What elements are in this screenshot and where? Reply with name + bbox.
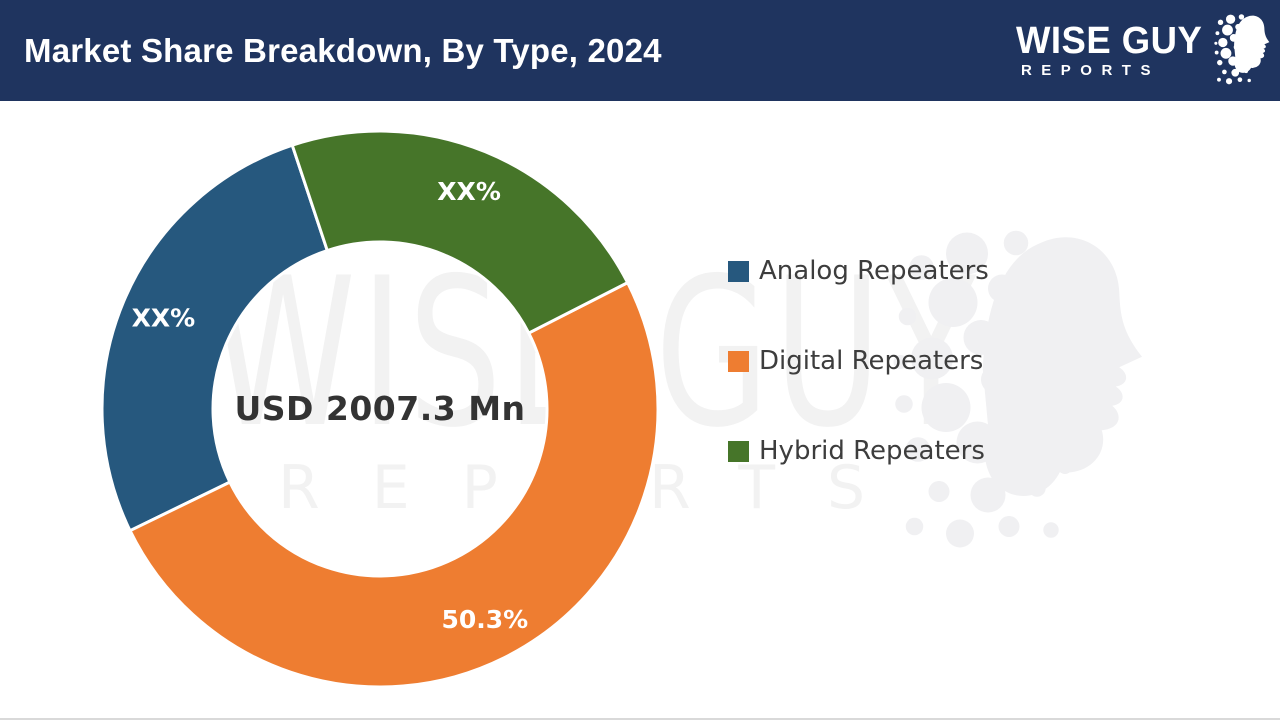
pie-slice-hybrid-repeaters [290,129,630,335]
logo-wordmark: WISE GUY [1015,20,1203,62]
slice-label: XX% [437,177,501,206]
header: Market Share Breakdown, By Type, 2024 WI… [0,0,1280,101]
chart-center-value: USD 2007.3 Mn [234,389,526,428]
legend-swatch [728,260,749,282]
legend-item-digital-repeaters: Digital Repeaters [728,346,989,376]
legend-label: Hybrid Repeaters [759,436,985,466]
legend-item-hybrid-repeaters: Hybrid Repeaters [728,436,989,466]
pie-slice-digital-repeaters [128,281,660,689]
chart-legend: Analog Repeaters Digital Repeaters Hybrid … [728,256,989,526]
slice-label: 50.3% [441,605,528,634]
wise-guy-reports-logo: WISE GUY REPORTS [1016,0,1274,101]
slice-label: XX% [132,303,196,332]
legend-swatch [728,350,749,372]
bottom-divider [0,718,1280,720]
legend-label: Analog Repeaters [759,256,989,286]
page-title: Market Share Breakdown, By Type, 2024 [24,31,662,69]
logo-text: WISE GUY REPORTS [1016,22,1210,79]
legend-swatch [728,440,749,462]
logo-subtitle: REPORTS [1020,62,1160,79]
pie-slice-analog-repeaters [100,143,329,533]
legend-label: Digital Repeaters [759,346,984,376]
legend-item-analog-repeaters: Analog Repeaters [728,256,989,286]
